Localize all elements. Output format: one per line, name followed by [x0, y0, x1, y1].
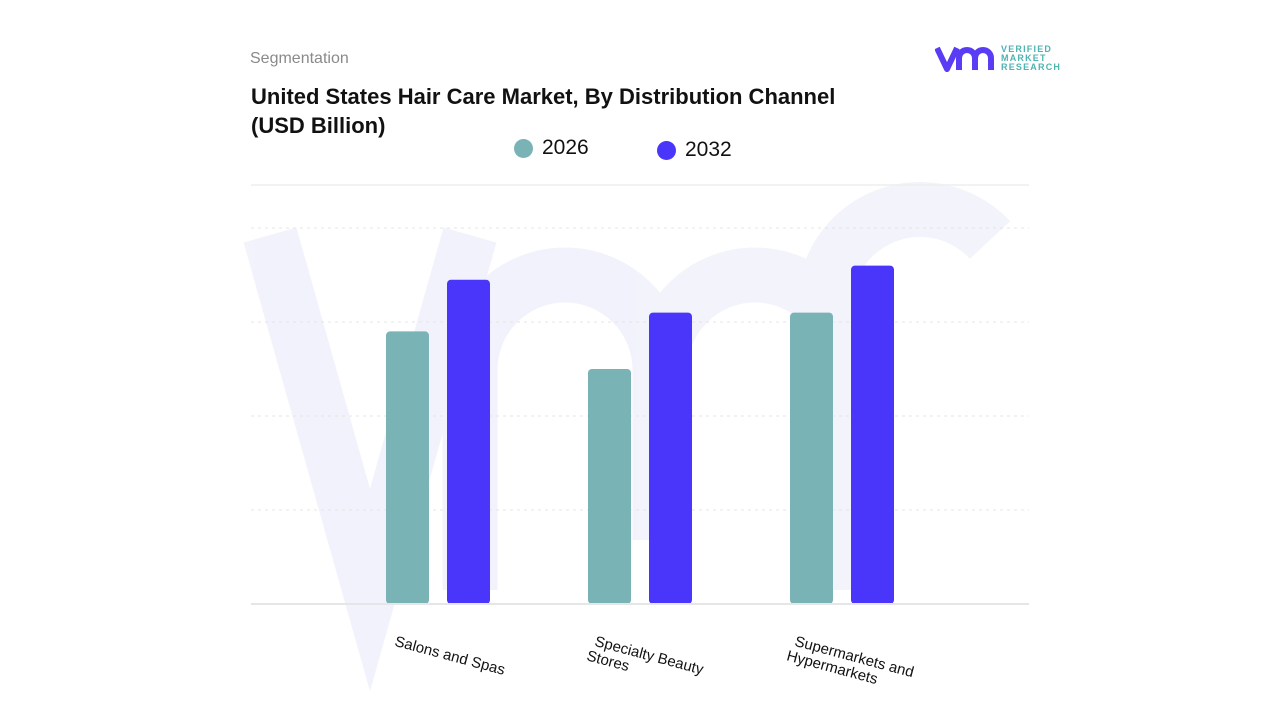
logo-line: RESEARCH — [1001, 61, 1062, 72]
legend-item-2026: 2026 — [514, 136, 589, 160]
bar-2026-1 — [588, 369, 631, 604]
legend-item-2032: 2032 — [657, 138, 732, 162]
legend-label: 2026 — [542, 136, 589, 159]
bar-2032-1 — [649, 312, 692, 604]
bar-2026-2 — [790, 312, 833, 604]
bar-2032-0 — [447, 279, 490, 604]
legend-swatch-2032 — [657, 140, 676, 160]
chart-title: United States Hair Care Market, By Distr… — [251, 84, 836, 138]
vmr-logo: VERIFIED MARKET RESEARCH — [935, 44, 1061, 72]
logo-line: MARKET — [1001, 52, 1047, 63]
bar-2032-2 — [851, 265, 894, 604]
legend-swatch-2026 — [514, 138, 533, 158]
legend-label: 2032 — [685, 138, 732, 161]
vmr-logo-icon — [935, 46, 994, 72]
logo-line: VERIFIED — [1001, 43, 1053, 54]
section-label: Segmentation — [250, 50, 349, 67]
bar-2026-0 — [386, 331, 429, 604]
